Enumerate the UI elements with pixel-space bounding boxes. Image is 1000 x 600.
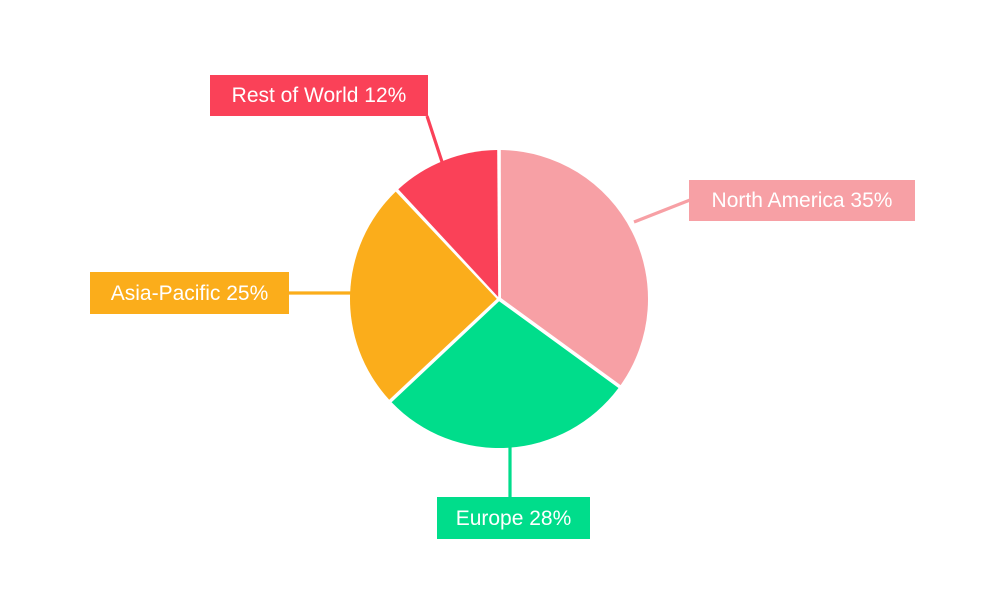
pie-slices: [350, 150, 649, 449]
leader-line-rest-of-world: [425, 115, 446, 169]
pie-slice-north-america[interactable]: [500, 150, 649, 386]
pie-slice-rest-of-world[interactable]: [398, 150, 499, 297]
pie-label-north-america-text: North America 35%: [711, 189, 893, 212]
pie-label-asia-pacific-text: Asia-Pacific 25%: [110, 281, 269, 305]
leader-line-north-america: [633, 198, 691, 224]
pie-slice-europe[interactable]: [391, 301, 619, 449]
pie-slice-asia-pacific[interactable]: [350, 191, 497, 400]
pie-label-rest-of-world[interactable]: Rest of World 12%: [210, 75, 428, 116]
pie-label-asia-pacific[interactable]: Asia-Pacific 25%: [90, 272, 289, 314]
pie-label-north-america[interactable]: North America 35%: [689, 180, 915, 221]
pie-label-rest-of-world-text: Rest of World 12%: [231, 84, 407, 107]
pie-label-europe[interactable]: Europe 28%: [437, 497, 590, 539]
pie-label-europe-text: Europe 28%: [455, 506, 572, 530]
